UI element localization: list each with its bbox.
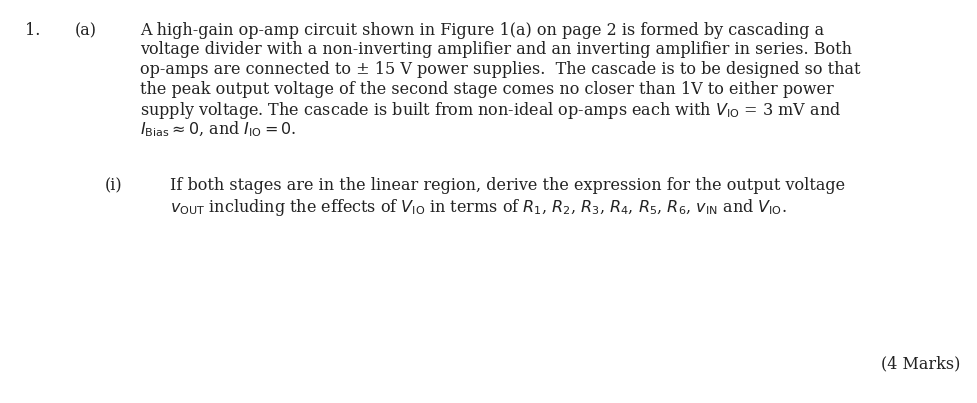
Text: If both stages are in the linear region, derive the expression for the output vo: If both stages are in the linear region,… — [170, 177, 844, 194]
Text: $v_{\mathrm{OUT}}$ including the effects of $V_{\mathrm{IO}}$ in terms of $R_1$,: $v_{\mathrm{OUT}}$ including the effects… — [170, 197, 786, 218]
Text: op-amps are connected to ± 15 V power supplies.  The cascade is to be designed s: op-amps are connected to ± 15 V power su… — [140, 61, 860, 78]
Text: 1.: 1. — [25, 22, 40, 39]
Text: supply voltage. The cascade is built from non-ideal op-amps each with $V_{\mathr: supply voltage. The cascade is built fro… — [140, 100, 840, 121]
Text: $I_{\mathrm{Bias}} \approx 0$, and $I_{\mathrm{IO}} = 0$.: $I_{\mathrm{Bias}} \approx 0$, and $I_{\… — [140, 120, 296, 139]
Text: (a): (a) — [75, 22, 97, 39]
Text: A high-gain op-amp circuit shown in Figure 1(a) on page 2 is formed by cascading: A high-gain op-amp circuit shown in Figu… — [140, 22, 824, 39]
Text: voltage divider with a non-inverting amplifier and an inverting amplifier in ser: voltage divider with a non-inverting amp… — [140, 42, 851, 58]
Text: the peak output voltage of the second stage comes no closer than 1V to either po: the peak output voltage of the second st… — [140, 81, 833, 98]
Text: (4 Marks): (4 Marks) — [879, 355, 959, 372]
Text: (i): (i) — [105, 177, 122, 194]
